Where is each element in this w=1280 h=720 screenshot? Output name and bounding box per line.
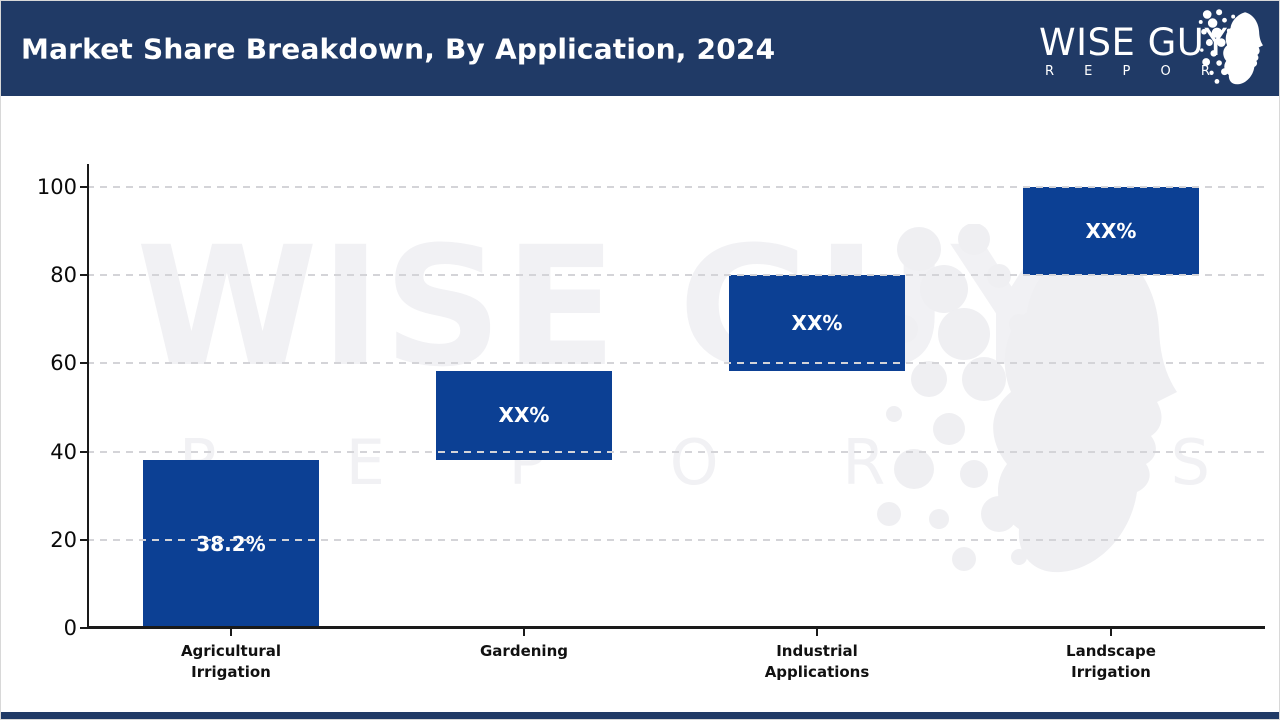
bottom-bar [1,712,1279,719]
y-tick-label: 0 [63,616,77,640]
y-tick-label: 20 [50,527,77,552]
brand-wordmark: WISE GUY [1039,21,1228,64]
y-tick-mark [80,627,87,629]
y-tick-mark [80,450,87,453]
category-label: Industrial Applications [764,642,870,681]
gridline [87,538,1264,541]
bar: XX% [729,275,905,372]
x-tick-mark [523,629,525,636]
y-tick-mark [80,538,87,541]
y-tick-mark [80,186,87,188]
chart-area: WISE GUY R E P O R T S 0 20 40 60 80 100 38.2%… [1,96,1279,714]
y-tick-mark [80,362,87,365]
page-title: Market Share Breakdown, By Application, … [21,32,776,65]
category-label: Landscape Irrigation [1066,642,1156,681]
header: Market Share Breakdown, By Application, … [1,1,1279,96]
gridline [87,450,1264,453]
category-label: Gardening [480,642,568,660]
bar: XX% [436,371,612,460]
bar: 38.2% [143,459,319,628]
x-tick-mark [1110,629,1112,636]
gridline [87,274,1264,277]
y-tick-label: 100 [36,175,77,199]
bar-value-label: 38.2% [196,531,266,556]
brand-subtext: R E P O R T S [1045,64,1280,79]
bar-value-label: XX% [498,403,550,428]
brand-face-icon [1198,9,1263,85]
x-tick-mark [816,629,818,636]
bar-value-label: XX% [1085,219,1137,244]
gridline [87,186,1264,188]
y-tick-mark [80,274,87,277]
watermark-face-icon [877,224,1177,573]
y-axis-line [87,164,89,629]
y-tick-label: 80 [50,263,77,288]
category-label: Agricultural Irrigation [180,642,282,681]
x-tick-mark [230,629,232,636]
gridline [87,362,1264,365]
y-tick-label: 40 [50,439,77,464]
x-axis-line [87,626,1265,629]
brand-logo: WISE GUY R E P O R T S [1003,6,1279,92]
bar-value-label: XX% [791,311,843,336]
bar: XX% [1023,187,1199,276]
y-tick-label: 60 [50,351,77,376]
